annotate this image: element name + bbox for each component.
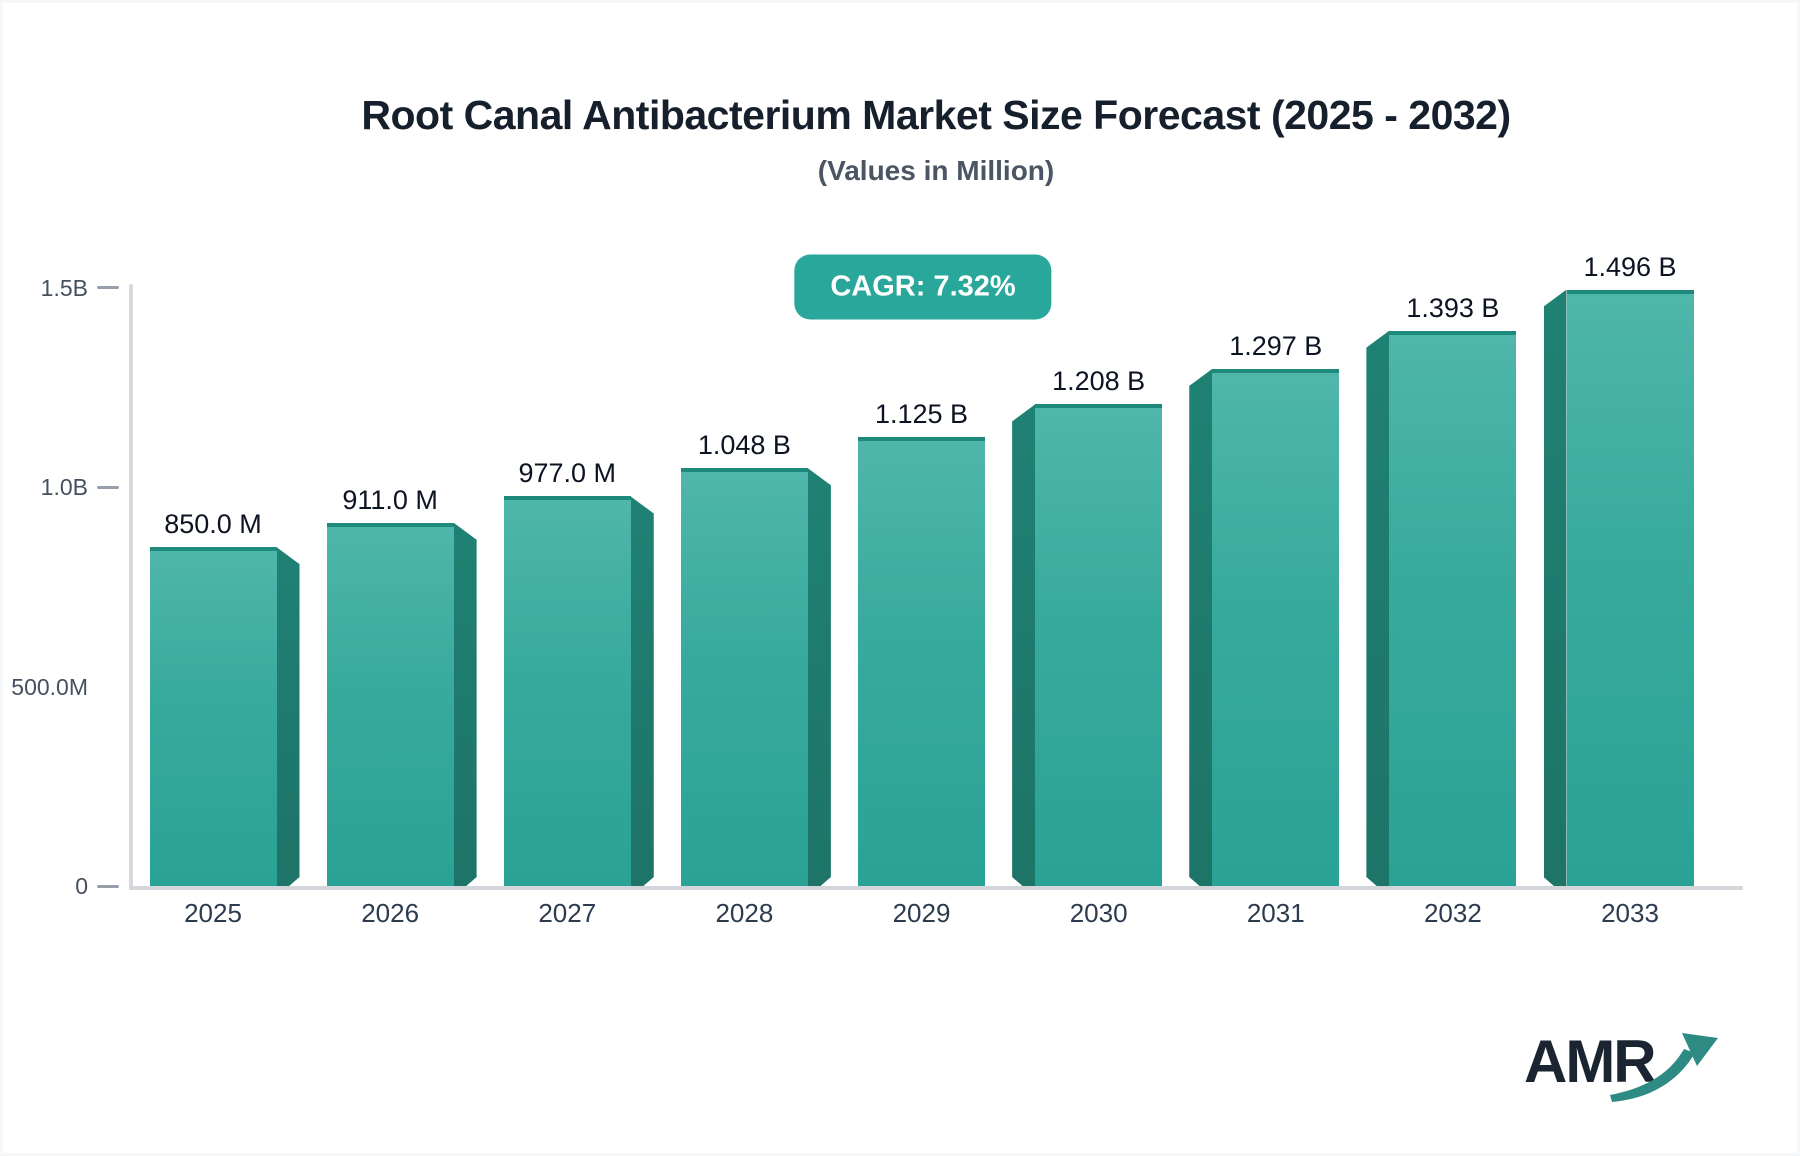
bar-2028: [680, 468, 808, 886]
y-tick-label: 1.0B: [40, 474, 88, 501]
bar-2029: [858, 437, 985, 886]
bar-value-label: 1.125 B: [874, 399, 969, 430]
bar-value-label: 1.297 B: [1229, 330, 1323, 361]
x-axis-label: 2028: [715, 898, 774, 928]
y-tick-mark: [97, 485, 119, 489]
y-tick-label: 0: [75, 873, 88, 899]
bar-side-face: [1366, 331, 1389, 886]
bar-side-face: [1189, 369, 1212, 886]
bar-side-face: [808, 468, 831, 886]
bar-value-label: 977.0 M: [518, 458, 617, 489]
x-axis-label: 2031: [1246, 898, 1305, 928]
x-axis-label: 2033: [1601, 898, 1659, 928]
bar-2026: [326, 522, 454, 886]
y-tick-mark: [97, 286, 119, 290]
cagr-badge: CAGR: 7.32%: [794, 254, 1052, 320]
trend-up-arrow-icon: [1610, 1033, 1718, 1102]
bar-side-face: [1012, 404, 1035, 886]
bar-value-label: 850.0 M: [164, 509, 262, 540]
chart-header: Root Canal Antibacterium Market Size For…: [130, 0, 1742, 187]
chart-subtitle: (Values in Million): [817, 155, 1055, 186]
y-tick-label: 1.5B: [40, 274, 88, 301]
bar-side-face: [454, 523, 477, 886]
x-axis-label: 2030: [1069, 898, 1128, 928]
x-axis-label: 2026: [361, 898, 420, 928]
bar-side-face: [1544, 290, 1567, 886]
bar-value-label: 1.496 B: [1583, 251, 1677, 282]
y-tick-label: 500.0M: [11, 673, 88, 700]
bar-value-label: 1.048 B: [697, 430, 791, 461]
x-axis-label: 2029: [892, 898, 951, 928]
bar-2030: [1035, 404, 1163, 886]
bar-value-label: 1.208 B: [1052, 366, 1146, 397]
amr-logo: AMR: [1524, 1028, 1718, 1102]
amr-logo-text: AMR: [1524, 1028, 1656, 1095]
x-axis-label: 2032: [1423, 898, 1482, 928]
bar-value-label: 911.0 M: [342, 484, 438, 515]
bar-2033: [1566, 289, 1694, 886]
bar-2027: [503, 496, 631, 886]
y-tick-mark: [97, 884, 119, 888]
chart-title: Root Canal Antibacterium Market Size For…: [361, 92, 1511, 138]
bar-side-face: [277, 547, 300, 886]
bar-2025: [149, 547, 277, 886]
x-axis-label: 2027: [538, 898, 597, 928]
x-axis-line: [129, 886, 1743, 890]
bar-2032: [1389, 330, 1517, 886]
bar-value-label: 1.393 B: [1406, 292, 1500, 323]
y-axis-line: [129, 284, 133, 888]
bar-side-face: [631, 496, 654, 886]
x-axis-label: 2025: [184, 898, 242, 928]
bar-2031: [1212, 368, 1340, 886]
